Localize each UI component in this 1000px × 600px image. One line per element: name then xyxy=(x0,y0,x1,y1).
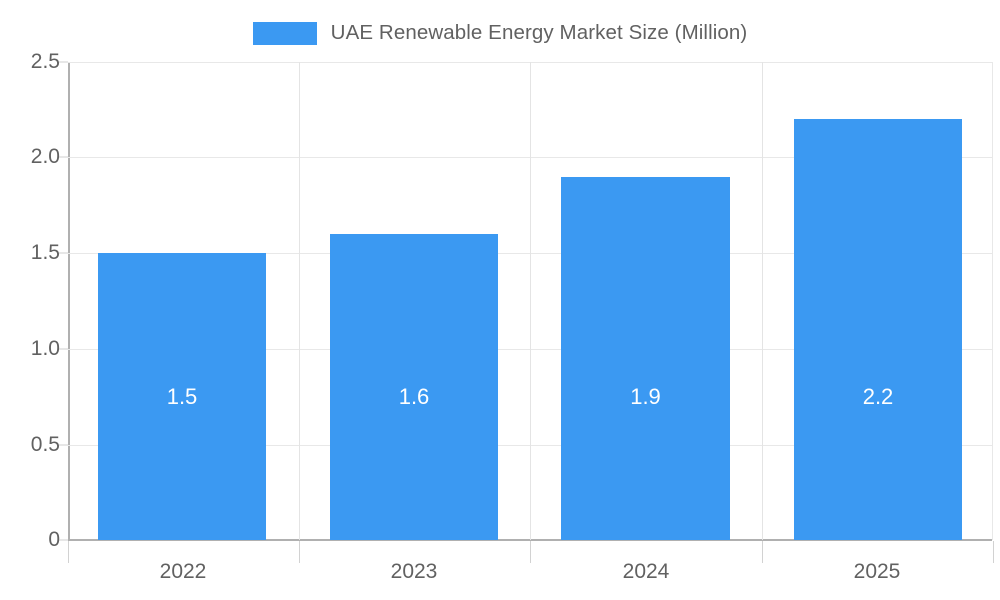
bar-2024[interactable]: 1.9 xyxy=(561,177,730,540)
x-tick-mark xyxy=(530,541,531,563)
y-tick-label: 2.5 xyxy=(30,50,60,73)
y-tick-label: 0.5 xyxy=(30,433,60,456)
chart-legend: UAE Renewable Energy Market Size (Millio… xyxy=(0,14,1000,52)
y-tick-label: 1.5 xyxy=(30,241,60,264)
x-tick-mark xyxy=(762,541,763,563)
x-tick-label-2024: 2024 xyxy=(622,560,670,583)
x-tick-label-2023: 2023 xyxy=(390,560,438,583)
legend-color-swatch-icon[interactable] xyxy=(252,21,317,45)
y-tick-label: 1.0 xyxy=(30,337,60,360)
y-axis-tick-labels: 2.5 2.0 1.5 1.0 0.5 0 xyxy=(0,0,68,600)
y-tick-mark xyxy=(59,156,68,158)
y-tick-mark xyxy=(59,539,68,541)
x-tick-label-2025: 2025 xyxy=(853,560,901,583)
bar-2023[interactable]: 1.6 xyxy=(330,234,498,540)
y-tick-mark xyxy=(59,252,68,254)
x-tick-mark xyxy=(993,541,994,563)
bar-value-label: 1.9 xyxy=(630,384,661,409)
category-separator xyxy=(299,62,300,540)
bar-2025[interactable]: 2.2 xyxy=(794,119,962,540)
y-tick-label: 2.0 xyxy=(30,145,60,168)
x-tick-mark xyxy=(299,541,300,563)
bar-value-label: 1.6 xyxy=(398,384,430,409)
category-separator xyxy=(762,62,763,540)
y-tick-mark xyxy=(59,348,68,350)
y-tick-label: 0 xyxy=(48,528,60,551)
plot-area: 1.5 1.6 1.9 2.2 xyxy=(68,62,993,541)
x-tick-label-2022: 2022 xyxy=(159,560,207,583)
y-tick-mark xyxy=(59,61,68,63)
x-tick-mark xyxy=(68,541,69,563)
bar-2022[interactable]: 1.5 xyxy=(98,253,266,540)
bar-value-label: 1.5 xyxy=(166,384,198,409)
axis-baseline xyxy=(68,539,992,541)
y-axis-line xyxy=(68,62,70,541)
legend-label: UAE Renewable Energy Market Size (Millio… xyxy=(330,21,748,44)
bar-value-label: 2.2 xyxy=(862,384,894,409)
category-separator xyxy=(530,62,531,540)
y-tick-mark xyxy=(59,444,68,446)
